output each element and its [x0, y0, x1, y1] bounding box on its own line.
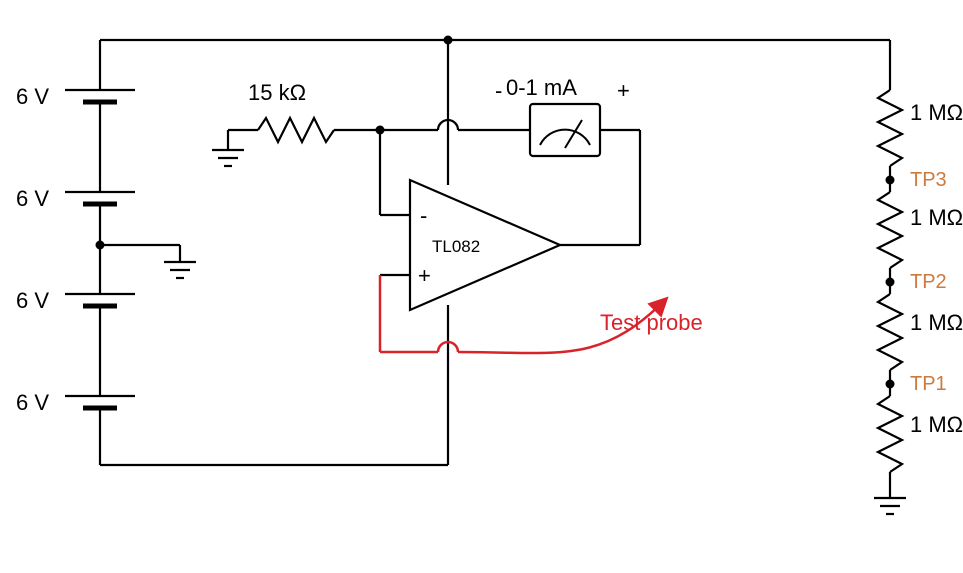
battery-2-label: 6 V — [16, 186, 49, 211]
series-resistor-label: 15 kΩ — [248, 80, 306, 105]
battery-3-label: 6 V — [16, 288, 49, 313]
opamp-part-label: TL082 — [432, 237, 480, 256]
divider-r3-label: 1 MΩ — [910, 310, 963, 335]
divider-ground — [874, 498, 906, 514]
tp3-label: TP3 — [910, 169, 947, 191]
battery-4-label: 6 V — [16, 390, 49, 415]
opamp-plus: + — [418, 263, 431, 288]
battery-stack: 6 V 6 V 6 V — [16, 78, 196, 465]
meter-range-label: 0-1 mA — [506, 75, 577, 100]
center-tap-ground — [96, 241, 197, 279]
battery-4: 6 V — [16, 384, 135, 465]
meter-minus: - — [495, 78, 502, 103]
bottom-rail — [100, 305, 448, 465]
battery-1-label: 6 V — [16, 84, 49, 109]
input-resistor-branch: 15 kΩ — [212, 80, 505, 215]
opamp-minus: - — [420, 203, 427, 228]
ammeter: - + 0-1 mA — [495, 75, 640, 245]
divider-r1-label: 1 MΩ — [910, 100, 963, 125]
voltage-divider: 1 MΩ TP3 1 MΩ TP2 1 MΩ TP1 1 MΩ — [874, 78, 963, 514]
battery-1: 6 V — [16, 78, 135, 180]
battery-3: 6 V — [16, 282, 135, 384]
meter-plus: + — [617, 78, 630, 103]
tp1-label: TP1 — [910, 373, 947, 395]
divider-r2-label: 1 MΩ — [910, 205, 963, 230]
circuit-schematic: 6 V 6 V 6 V — [0, 0, 963, 573]
tp2-label: TP2 — [910, 271, 947, 293]
opamp: TL082 - + — [380, 180, 560, 310]
divider-r4-label: 1 MΩ — [910, 412, 963, 437]
battery-2: 6 V — [16, 180, 135, 282]
top-rail — [100, 36, 890, 186]
test-probe-label: Test probe — [600, 310, 703, 335]
